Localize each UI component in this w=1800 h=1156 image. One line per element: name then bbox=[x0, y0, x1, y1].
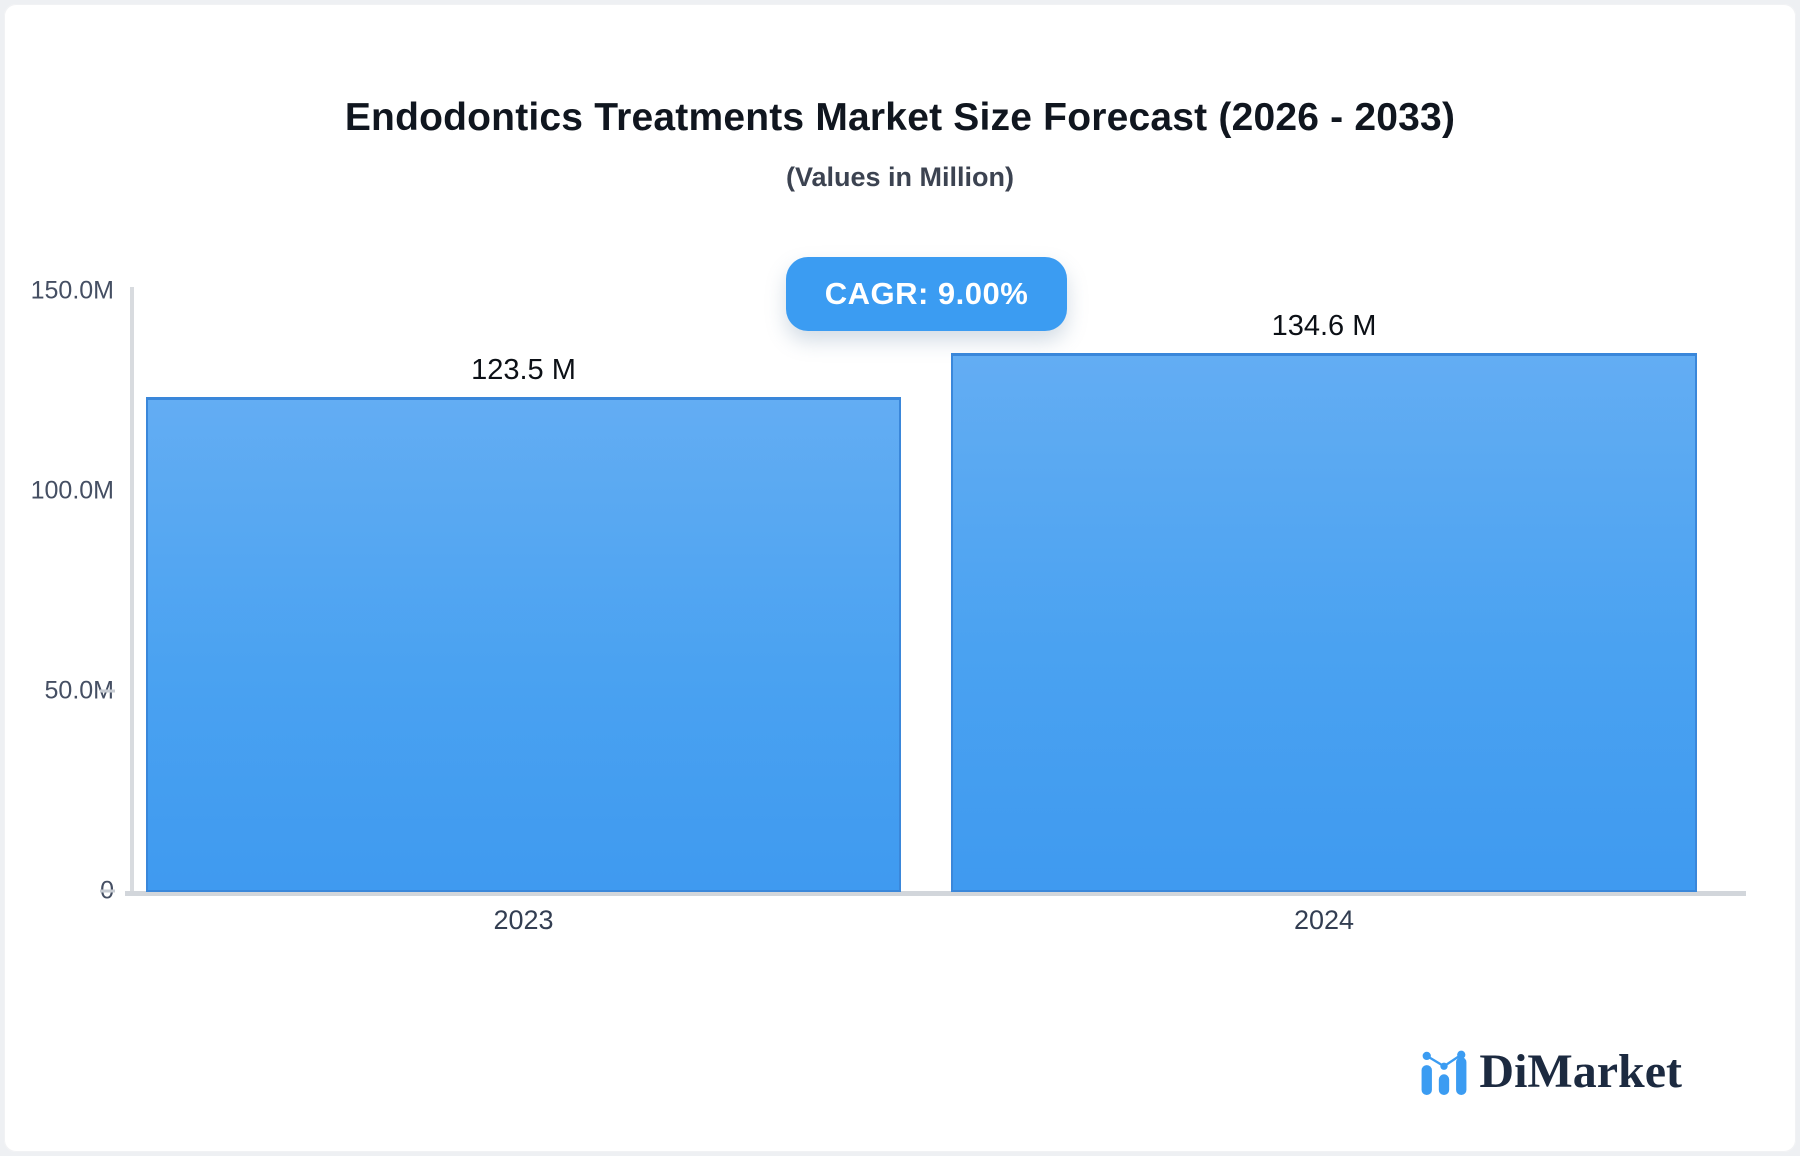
chart-subtitle: (Values in Million) bbox=[785, 162, 1015, 192]
chart-title: Endodontics Treatments Market Size Forec… bbox=[344, 96, 1456, 139]
cagr-badge: CAGR: 9.00% bbox=[786, 257, 1067, 331]
dimarket-logo: DiMarket bbox=[1421, 1048, 1682, 1096]
brand-name: DiMarket bbox=[1479, 1045, 1682, 1098]
bar-2023[interactable] bbox=[146, 397, 901, 892]
y-tick-mark bbox=[100, 889, 115, 893]
x-axis-category-label: 2023 bbox=[493, 905, 554, 935]
x-axis-line bbox=[125, 891, 1746, 896]
chart-card: Endodontics Treatments Market Size Forec… bbox=[4, 4, 1796, 1152]
x-axis-category-label: 2024 bbox=[1293, 905, 1355, 935]
cagr-badge-label: CAGR: 9.00% bbox=[824, 276, 1029, 311]
bar-value-label: 123.5 M bbox=[471, 354, 576, 386]
y-tick-label: 0 bbox=[4, 877, 114, 906]
bar-2024[interactable] bbox=[951, 352, 1697, 892]
y-axis-line bbox=[130, 287, 134, 895]
bar-value-label: 134.6 M bbox=[1271, 309, 1377, 342]
y-tick-label: 50.0M bbox=[44, 676, 114, 705]
y-tick-label: 150.0M bbox=[30, 276, 114, 305]
y-tick-mark bbox=[100, 689, 115, 693]
y-tick-label: 100.0M bbox=[30, 476, 114, 505]
bar-line-chart-logo-icon bbox=[1421, 1050, 1467, 1095]
